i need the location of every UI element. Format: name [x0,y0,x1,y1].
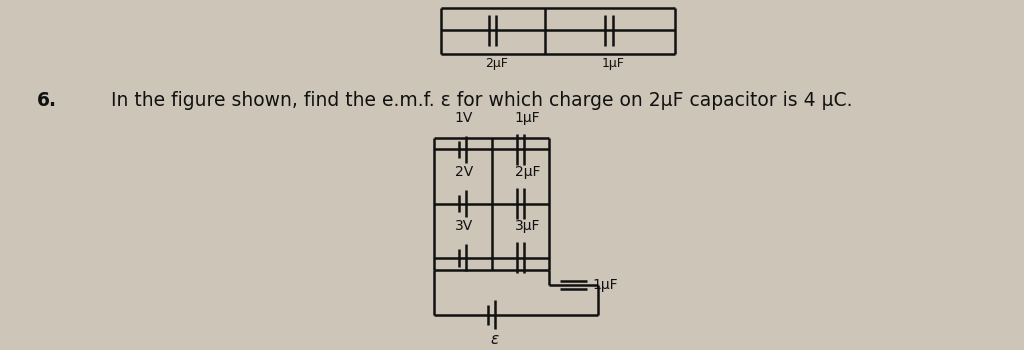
Text: 1μF: 1μF [601,57,625,70]
Text: 1V: 1V [455,111,473,125]
Text: 3μF: 3μF [515,219,541,233]
Text: 3V: 3V [455,219,473,233]
Text: 6.: 6. [37,91,56,111]
Text: 2μF: 2μF [515,165,541,179]
Text: 1μF: 1μF [515,111,541,125]
Text: 2V: 2V [455,165,473,179]
Text: 1μF: 1μF [593,278,618,292]
Text: In the figure shown, find the e.m.f. ε for which charge on 2μF capacitor is 4 μC: In the figure shown, find the e.m.f. ε f… [111,91,852,111]
Text: 2μF: 2μF [484,57,508,70]
Text: ε: ε [490,332,499,348]
